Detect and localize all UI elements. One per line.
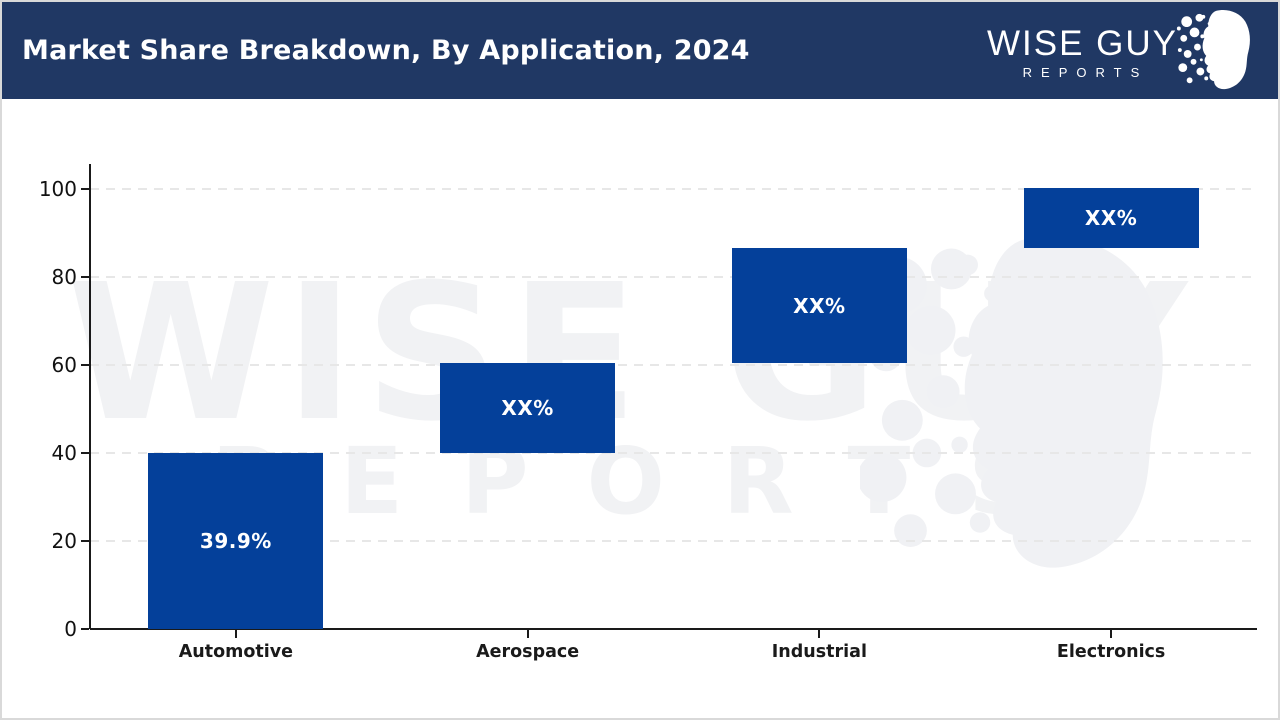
y-axis bbox=[89, 163, 91, 629]
header-bar: Market Share Breakdown, By Application, … bbox=[2, 2, 1278, 99]
y-tick-100 bbox=[81, 188, 89, 190]
gridline-20 bbox=[90, 540, 1257, 542]
bar-industrial: XX% bbox=[731, 247, 907, 364]
y-tick-40 bbox=[81, 452, 89, 454]
brand-face-icon bbox=[1176, 9, 1250, 89]
bar-automotive: 39.9% bbox=[148, 453, 324, 629]
gridline-40 bbox=[90, 452, 1257, 454]
y-tick-80 bbox=[81, 276, 89, 278]
bar-value-label: XX% bbox=[793, 293, 846, 318]
y-tick-0 bbox=[81, 628, 89, 630]
y-tick-label-100: 100 bbox=[38, 177, 77, 201]
gridline-60 bbox=[90, 364, 1257, 366]
y-tick-20 bbox=[81, 540, 89, 542]
y-tick-label-60: 60 bbox=[51, 353, 77, 377]
y-tick-label-40: 40 bbox=[51, 441, 77, 465]
y-tick-60 bbox=[81, 364, 89, 366]
brand-subname: REPORTS bbox=[1022, 65, 1149, 80]
brand-logo-text: WISE GUY REPORTS bbox=[987, 26, 1178, 79]
brand-logo: WISE GUY REPORTS bbox=[987, 2, 1266, 99]
x-tick-industrial bbox=[818, 630, 821, 638]
bar-aerospace: XX% bbox=[440, 363, 616, 454]
category-label-aerospace: Aerospace bbox=[476, 642, 580, 662]
brand-name: WISE GUY bbox=[986, 24, 1178, 63]
bar-electronics: XX% bbox=[1023, 187, 1199, 248]
gridline-100 bbox=[90, 188, 1257, 190]
x-tick-aerospace bbox=[526, 630, 529, 638]
category-label-industrial: Industrial bbox=[771, 642, 867, 662]
category-label-automotive: Automotive bbox=[178, 642, 294, 662]
x-tick-automotive bbox=[234, 630, 237, 638]
category-label-electronics: Electronics bbox=[1056, 642, 1166, 662]
bar-value-label: XX% bbox=[501, 396, 554, 421]
x-tick-electronics bbox=[1110, 630, 1113, 638]
bar-value-label: XX% bbox=[1084, 205, 1138, 230]
chart-title: Market Share Breakdown, By Application, … bbox=[22, 35, 750, 66]
y-tick-label-0: 0 bbox=[64, 617, 77, 641]
x-axis bbox=[90, 628, 1257, 630]
y-tick-label-80: 80 bbox=[51, 265, 77, 289]
gridline-80 bbox=[90, 276, 1257, 278]
bar-value-label: 39.9% bbox=[199, 529, 272, 554]
y-tick-label-20: 20 bbox=[51, 529, 77, 553]
